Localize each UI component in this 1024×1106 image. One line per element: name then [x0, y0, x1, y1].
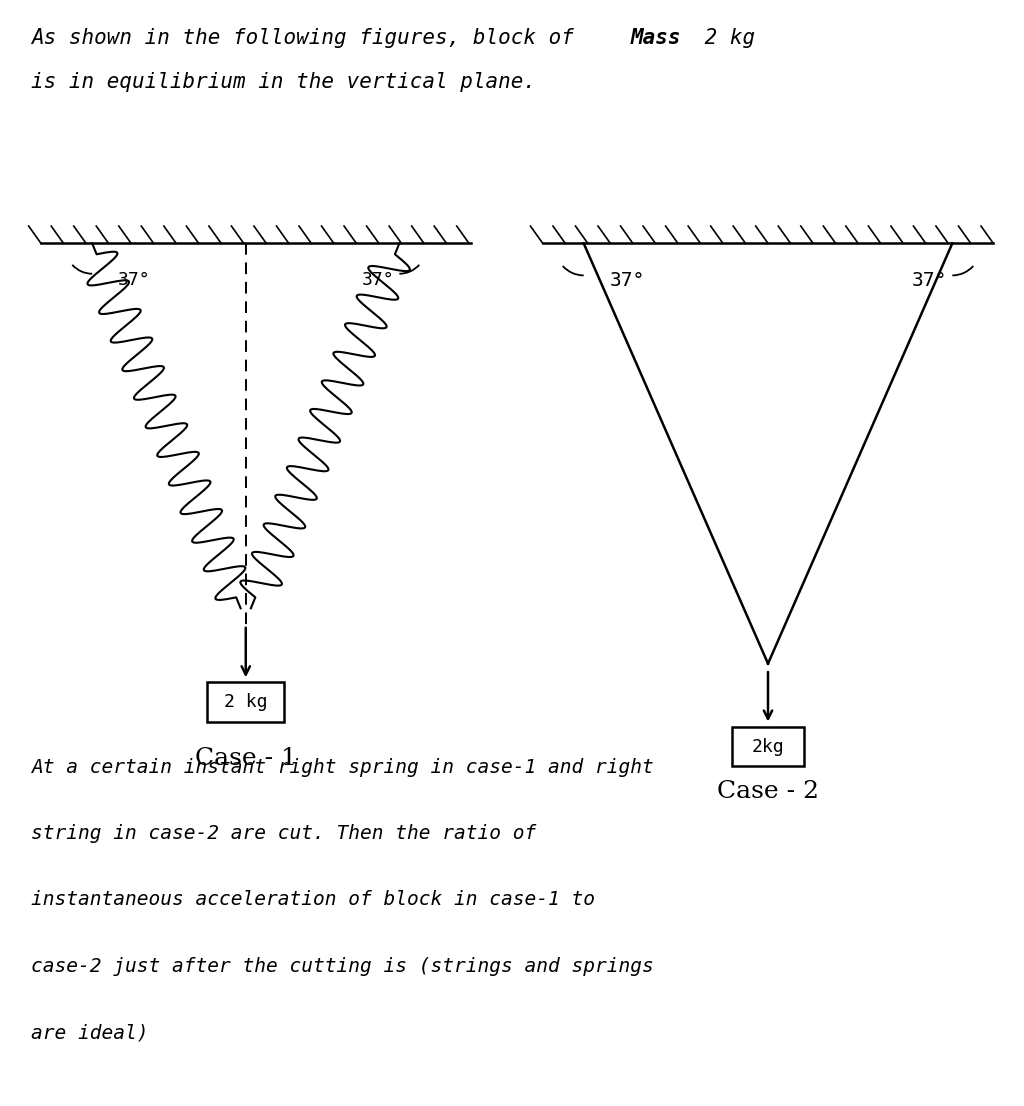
- Text: instantaneous acceleration of block in case-1 to: instantaneous acceleration of block in c…: [31, 890, 595, 909]
- Text: 37°: 37°: [912, 271, 947, 290]
- Text: 37°: 37°: [118, 271, 151, 289]
- Text: case-2 just after the cutting is (strings and springs: case-2 just after the cutting is (string…: [31, 957, 653, 975]
- Text: 37°: 37°: [361, 271, 394, 289]
- Text: 37°: 37°: [609, 271, 644, 290]
- Text: 2kg: 2kg: [752, 738, 784, 755]
- Text: string in case-2 are cut. Then the ratio of: string in case-2 are cut. Then the ratio…: [31, 824, 536, 843]
- FancyBboxPatch shape: [732, 727, 804, 766]
- Text: At a certain instant right spring in case-1 and right: At a certain instant right spring in cas…: [31, 758, 653, 776]
- Text: As shown in the following figures, block of: As shown in the following figures, block…: [31, 28, 586, 48]
- Text: Mass: Mass: [631, 28, 681, 48]
- Text: is in equilibrium in the vertical plane.: is in equilibrium in the vertical plane.: [31, 72, 536, 92]
- Text: are ideal): are ideal): [31, 1023, 148, 1042]
- Text: Case - 2: Case - 2: [717, 780, 819, 803]
- Text: 2 kg: 2 kg: [224, 693, 267, 711]
- FancyBboxPatch shape: [207, 682, 284, 722]
- Text: Case - 1: Case - 1: [195, 747, 297, 770]
- Text: 2 kg: 2 kg: [692, 28, 756, 48]
